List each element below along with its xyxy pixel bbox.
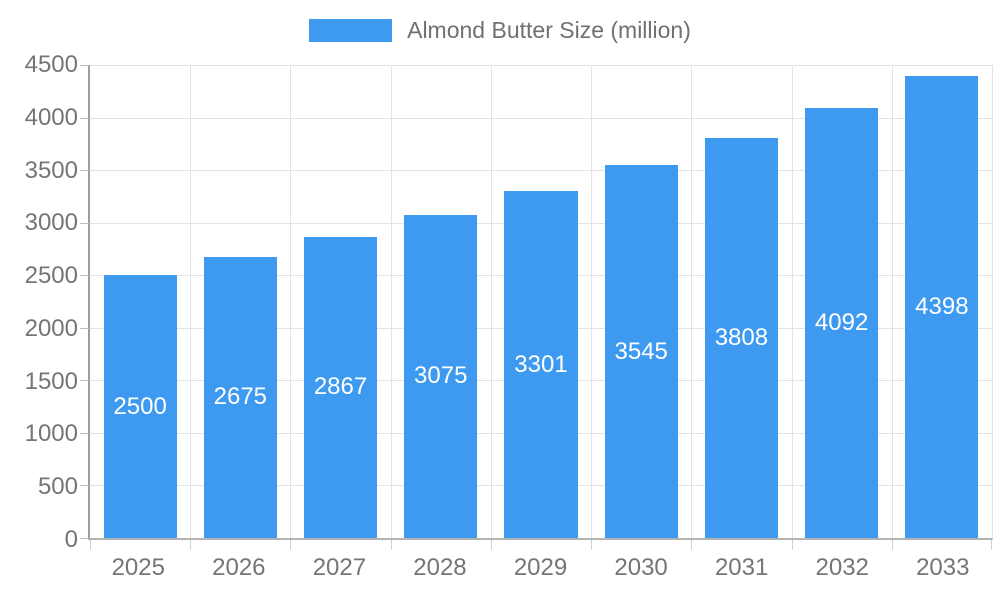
bar-value-label: 4092 <box>814 308 869 336</box>
v-gridline <box>691 65 693 538</box>
x-axis-tick-label: 2033 <box>916 554 970 581</box>
category-column: 3545 <box>591 65 691 538</box>
bar-value-label: 2675 <box>213 383 268 411</box>
bar-value-label: 3301 <box>514 350 568 378</box>
bar-columns: 2500 2675 2867 3075 3301 3545 3808 4092 4398 <box>90 65 992 538</box>
x-axis-tick-label: 2025 <box>111 554 165 581</box>
bar-2027[interactable]: 2867 <box>303 236 378 538</box>
bar-2028[interactable]: 3075 <box>404 214 478 538</box>
x-tick-mark <box>90 540 91 550</box>
bar-value-label: 3545 <box>614 337 668 365</box>
x-tick-mark <box>290 540 292 550</box>
v-gridline <box>390 65 392 538</box>
category-column: 4398 <box>892 65 992 538</box>
category-column: 2500 <box>90 65 190 538</box>
bar-2033[interactable]: 4398 <box>905 75 979 538</box>
x-tick-mark <box>190 540 192 550</box>
bar-2029[interactable]: 3301 <box>504 191 578 538</box>
bar-value-label: 4398 <box>915 292 969 320</box>
y-tick-mark <box>80 327 89 329</box>
x-tick-mark <box>791 540 793 550</box>
y-axis-tick-label: 3000 <box>24 209 78 237</box>
y-axis-tick-label: 2500 <box>24 262 78 290</box>
bar-2025[interactable]: 2500 <box>103 275 177 538</box>
y-axis-tick-label: 2000 <box>24 314 78 342</box>
y-axis-tick-label: 4000 <box>24 103 78 131</box>
y-axis-tick-label: 0 <box>64 526 78 553</box>
x-tick-mark <box>390 540 392 550</box>
x-tick-mark <box>891 540 893 550</box>
y-axis-tick-label: 1500 <box>24 367 78 395</box>
legend[interactable]: Almond Butter Size (million) <box>0 17 1000 44</box>
y-axis-tick-label: 3500 <box>24 156 78 184</box>
x-tick-mark <box>591 540 593 550</box>
y-tick-mark <box>80 538 89 539</box>
h-gridline <box>90 65 992 66</box>
v-gridline <box>490 65 492 538</box>
bar-value-label: 3808 <box>714 323 769 351</box>
category-column: 3075 <box>391 65 491 538</box>
x-axis-tick-label: 2026 <box>212 554 266 581</box>
y-tick-mark <box>80 275 89 277</box>
y-tick-mark <box>80 485 89 487</box>
v-gridline <box>190 65 192 538</box>
v-gridline <box>591 65 593 538</box>
v-gridline <box>891 65 893 538</box>
y-axis-tick-label: 1000 <box>24 420 78 448</box>
category-column: 3301 <box>491 65 591 538</box>
y-tick-mark <box>80 380 89 382</box>
y-tick-mark <box>80 117 89 119</box>
category-column: 2867 <box>290 65 390 538</box>
y-tick-mark <box>80 222 89 224</box>
category-column: 4092 <box>792 65 892 538</box>
x-axis-tick-label: 2031 <box>714 554 769 581</box>
x-axis-labels: 2025 2026 2027 2028 2029 2030 2031 2032 2033 <box>88 554 993 582</box>
h-gridline <box>90 117 992 119</box>
legend-color-swatch <box>309 19 393 42</box>
x-axis-tick-label: 2029 <box>513 554 568 581</box>
category-column: 3808 <box>691 65 791 538</box>
y-tick-mark <box>80 65 89 66</box>
bar-value-label: 2500 <box>113 392 167 420</box>
v-gridline <box>791 65 793 538</box>
x-axis-tick-label: 2030 <box>614 554 668 581</box>
y-tick-mark <box>80 432 89 434</box>
x-axis-tick-label: 2027 <box>312 554 367 581</box>
x-tick-mark <box>991 540 992 550</box>
bar-value-label: 3075 <box>414 362 468 390</box>
y-axis-tick-label: 4500 <box>24 51 78 78</box>
x-axis-tick-label: 2028 <box>413 554 467 581</box>
bar-2026[interactable]: 2675 <box>203 256 277 538</box>
bar-2031[interactable]: 3808 <box>704 137 778 538</box>
y-axis-tick-label: 500 <box>37 473 78 501</box>
plot-area: 2500 2675 2867 3075 3301 3545 3808 4092 4398 <box>80 65 993 550</box>
x-axis-tick-label: 2032 <box>815 554 869 581</box>
bar-2032[interactable]: 4092 <box>805 107 879 538</box>
category-column: 2675 <box>190 65 290 538</box>
h-gridline <box>90 170 992 172</box>
legend-label: Almond Butter Size (million) <box>407 17 691 43</box>
y-tick-mark <box>80 170 89 172</box>
bar-value-label: 2867 <box>313 373 368 401</box>
x-tick-mark <box>691 540 693 550</box>
x-tick-mark <box>490 540 492 550</box>
v-gridline <box>290 65 292 538</box>
bar-2030[interactable]: 3545 <box>604 165 678 538</box>
y-axis-labels: 0 500 1000 1500 2000 2500 3000 3500 4000 4500 <box>0 51 78 553</box>
